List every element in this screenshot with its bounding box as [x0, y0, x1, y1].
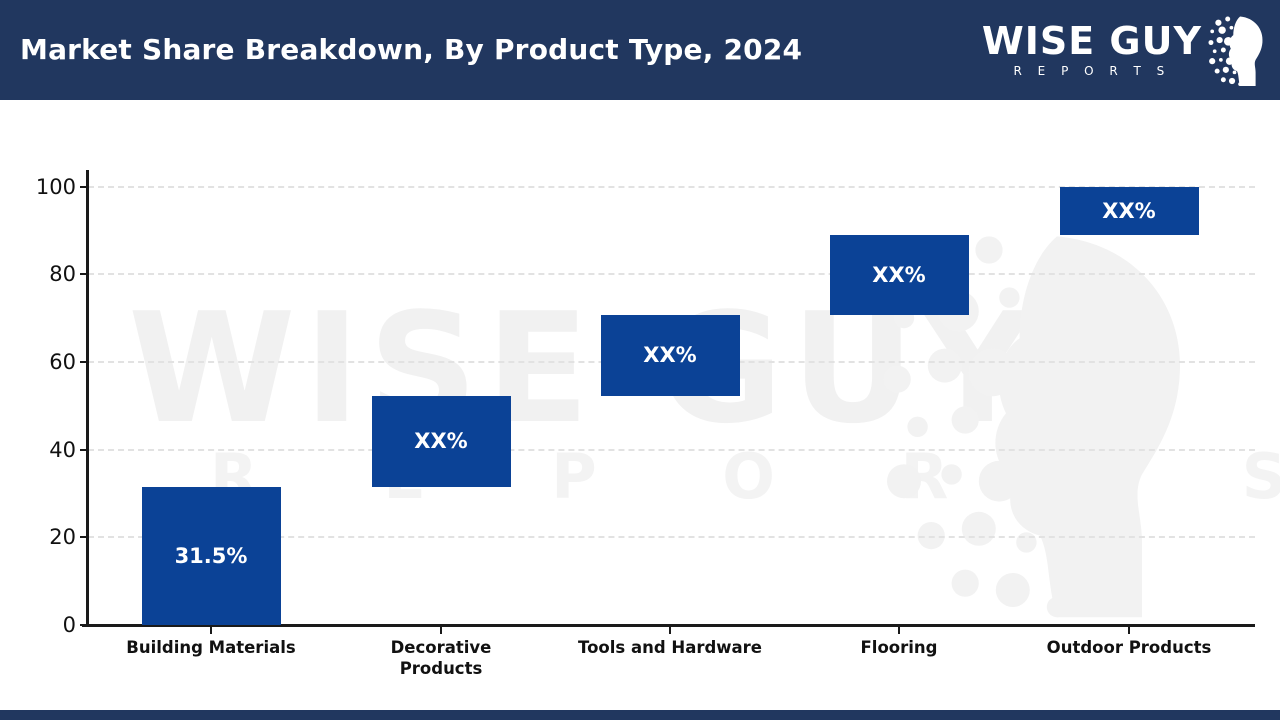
x-tick-label-decorative-products: Decorative Products — [390, 638, 492, 678]
y-tick-mark-80 — [80, 273, 88, 276]
bar-value-label-outdoor-products: XX% — [1102, 198, 1156, 223]
x-tick-mark-outdoor-products — [1128, 627, 1130, 634]
bar-flooring: XX% — [829, 234, 969, 315]
logo-text: WISE GUY R E P O R T S — [981, 19, 1202, 78]
wise-guy-reports-logo: WISE GUY R E P O R T S — [982, 6, 1268, 94]
x-tick-label-outdoor-products: Outdoor Products — [1046, 638, 1212, 657]
footer-bar — [0, 710, 1280, 720]
bar-outdoor-products: XX% — [1059, 186, 1199, 235]
x-tick-mark-decorative-products — [440, 627, 442, 634]
y-tick-mark-100 — [80, 185, 88, 188]
page-title: Market Share Breakdown, By Product Type,… — [20, 33, 803, 66]
x-tick-label-tools-and-hardware: Tools and Hardware — [578, 638, 762, 657]
logo-face-icon — [1206, 9, 1268, 91]
y-tick-label-40: 40 — [49, 437, 76, 462]
bar-value-label-flooring: XX% — [872, 262, 926, 287]
y-tick-label-0: 0 — [62, 613, 76, 637]
x-tick-mark-building-materials — [210, 627, 212, 634]
gridline-100 — [88, 185, 1255, 188]
y-tick-label-20: 20 — [49, 525, 76, 550]
y-tick-mark-20 — [80, 536, 88, 539]
header-bar: Market Share Breakdown, By Product Type,… — [0, 0, 1280, 100]
y-axis-line — [86, 170, 89, 626]
bar-building-materials: 31.5% — [141, 486, 281, 625]
y-tick-mark-60 — [80, 360, 88, 363]
bar-decorative-products: XX% — [371, 396, 511, 487]
x-tick-label-building-materials: Building Materials — [126, 638, 296, 657]
y-tick-mark-40 — [80, 448, 88, 451]
y-tick-label-80: 80 — [49, 262, 76, 287]
bar-tools-and-hardware: XX% — [600, 314, 740, 397]
gridline-40 — [88, 448, 1255, 451]
chart-area: WISE GUY R E P O R T S 0 20 40 60 80 100 31.5%… — [0, 100, 1280, 710]
x-tick-mark-flooring — [898, 627, 900, 634]
y-tick-label-60: 60 — [49, 349, 76, 374]
x-axis-line — [82, 624, 1255, 627]
logo-subtitle: R E P O R T S — [1013, 63, 1171, 78]
x-tick-label-flooring: Flooring — [860, 638, 938, 657]
x-tick-mark-tools-and-hardware — [669, 627, 671, 634]
gridline-20 — [88, 536, 1255, 539]
bar-value-label-tools-and-hardware: XX% — [643, 343, 697, 368]
logo-wordmark: WISE GUY — [981, 19, 1202, 64]
bar-value-label-decorative-products: XX% — [414, 429, 468, 454]
gridline-80 — [88, 273, 1255, 276]
bar-value-label-building-materials: 31.5% — [174, 543, 248, 568]
y-tick-label-100: 100 — [35, 174, 76, 199]
